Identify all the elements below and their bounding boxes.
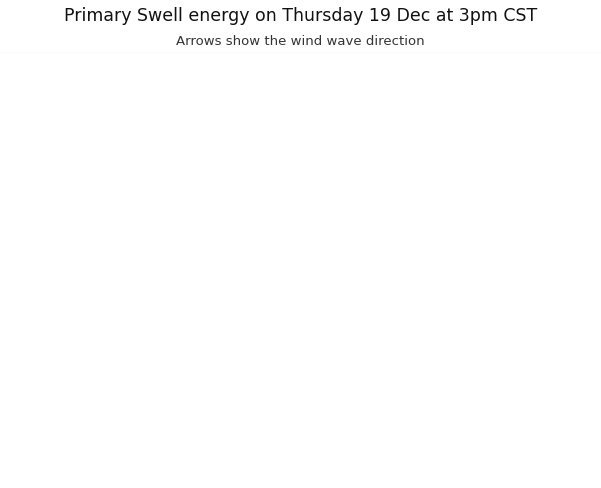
Text: Arrows show the wind wave direction: Arrows show the wind wave direction xyxy=(176,35,425,48)
Text: Primary Swell energy on Thursday 19 Dec at 3pm CST: Primary Swell energy on Thursday 19 Dec … xyxy=(64,7,537,25)
Text: Cartopy required for map rendering: Cartopy required for map rendering xyxy=(152,262,449,279)
